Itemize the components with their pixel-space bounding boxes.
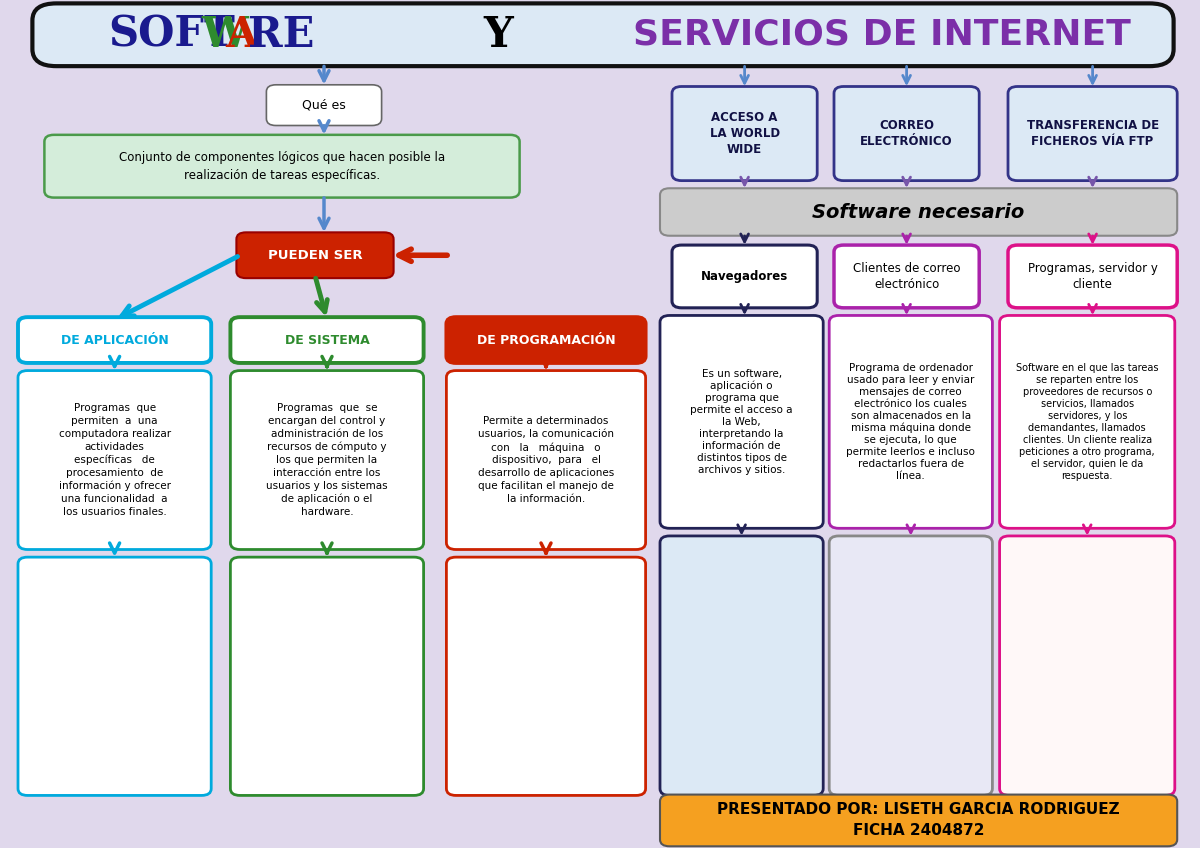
FancyBboxPatch shape [446,317,646,363]
Text: DE APLICACIÓN: DE APLICACIÓN [61,333,168,347]
FancyBboxPatch shape [18,317,211,363]
Text: CORREO
ELECTRÓNICO: CORREO ELECTRÓNICO [860,119,953,148]
FancyBboxPatch shape [1008,245,1177,308]
FancyBboxPatch shape [44,135,520,198]
Text: Navegadores: Navegadores [701,270,788,283]
FancyBboxPatch shape [236,232,394,278]
FancyBboxPatch shape [829,536,992,795]
Text: W: W [202,14,248,56]
Text: RE: RE [248,14,314,56]
Text: Software necesario: Software necesario [812,203,1025,221]
FancyBboxPatch shape [230,317,424,363]
Text: Y: Y [484,14,512,56]
FancyBboxPatch shape [660,315,823,528]
FancyBboxPatch shape [266,85,382,126]
Text: SOFT: SOFT [108,14,235,56]
Text: ACCESO A
LA WORLD
WIDE: ACCESO A LA WORLD WIDE [709,111,780,156]
FancyBboxPatch shape [230,371,424,550]
Text: A: A [226,14,257,56]
Text: Programas, servidor y
cliente: Programas, servidor y cliente [1027,262,1158,291]
FancyBboxPatch shape [660,795,1177,846]
FancyBboxPatch shape [672,86,817,181]
FancyBboxPatch shape [446,557,646,795]
Text: PUEDEN SER: PUEDEN SER [268,248,362,262]
FancyBboxPatch shape [672,245,817,308]
Text: Permite a determinados
usuarios, la comunicación
con   la   máquina   o
disposit: Permite a determinados usuarios, la comu… [478,416,614,504]
FancyBboxPatch shape [834,86,979,181]
Text: TRANSFERENCIA DE
FICHEROS VÍA FTP: TRANSFERENCIA DE FICHEROS VÍA FTP [1026,119,1159,148]
Text: Conjunto de componentes lógicos que hacen posible la
realización de tareas espec: Conjunto de componentes lógicos que hace… [119,151,445,181]
Text: Programas  que
permiten  a  una
computadora realizar
actividades
específicas   d: Programas que permiten a una computadora… [59,403,170,517]
Text: SERVICIOS DE INTERNET: SERVICIOS DE INTERNET [634,18,1130,52]
FancyBboxPatch shape [660,188,1177,236]
FancyBboxPatch shape [18,371,211,550]
FancyBboxPatch shape [230,557,424,795]
FancyBboxPatch shape [660,536,823,795]
Text: Programas  que  se
encargan del control y
administración de los
recursos de cómp: Programas que se encargan del control y … [266,403,388,517]
Text: DE SISTEMA: DE SISTEMA [284,333,370,347]
FancyBboxPatch shape [1000,315,1175,528]
FancyBboxPatch shape [1008,86,1177,181]
FancyBboxPatch shape [834,245,979,308]
Text: Qué es: Qué es [302,98,346,112]
FancyBboxPatch shape [829,315,992,528]
Text: DE PROGRAMACIÓN: DE PROGRAMACIÓN [476,333,616,347]
FancyBboxPatch shape [446,371,646,550]
FancyBboxPatch shape [32,3,1174,66]
Text: PRESENTADO POR: LISETH GARCIA RODRIGUEZ
FICHA 2404872: PRESENTADO POR: LISETH GARCIA RODRIGUEZ … [718,802,1120,839]
FancyBboxPatch shape [18,557,211,795]
Text: Software en el que las tareas
se reparten entre los
proveedores de recursos o
se: Software en el que las tareas se reparte… [1016,363,1158,481]
FancyBboxPatch shape [1000,536,1175,795]
Text: Es un software,
aplicación o
programa que
permite el acceso a
la Web,
interpreta: Es un software, aplicación o programa qu… [690,369,793,475]
Text: Clientes de correo
electrónico: Clientes de correo electrónico [853,262,960,291]
Text: Programa de ordenador
usado para leer y enviar
mensajes de correo
electrónico lo: Programa de ordenador usado para leer y … [846,363,976,481]
